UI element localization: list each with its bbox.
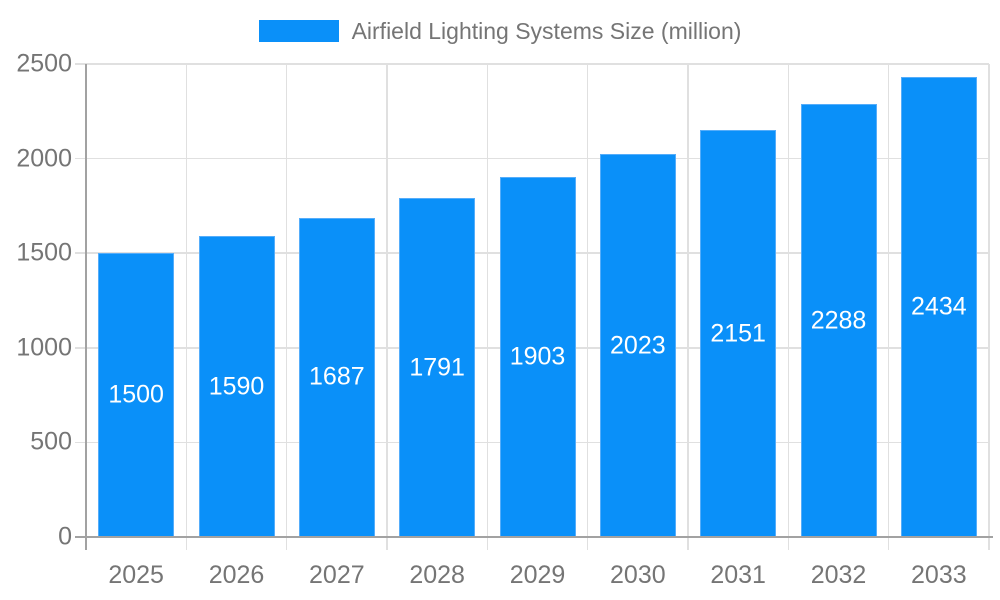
bar	[298, 217, 375, 537]
x-tick-label: 2032	[810, 561, 867, 589]
y-tick-label: 2500	[16, 49, 72, 78]
x-tick-label: 2028	[409, 561, 465, 589]
bar	[198, 236, 275, 537]
legend: Airfield Lighting Systems Size (million)	[0, 16, 1000, 46]
bar-value-label: 1791	[409, 353, 465, 382]
bar	[599, 154, 676, 537]
bar	[499, 176, 576, 537]
bar	[399, 198, 476, 537]
v-gridline	[887, 64, 890, 550]
x-axis-line	[75, 536, 993, 538]
v-gridline	[185, 64, 188, 550]
bar-value-label: 2288	[810, 306, 867, 335]
y-tick-label: 1500	[16, 238, 72, 267]
v-gridline	[285, 64, 288, 550]
bar	[900, 76, 977, 537]
bar-value-label: 1903	[509, 342, 566, 371]
y-tick-label: 500	[30, 427, 72, 456]
x-tick-label: 2025	[108, 561, 164, 589]
x-tick-label: 2033	[911, 561, 967, 589]
bar-value-label: 1687	[309, 362, 365, 391]
bar-value-label: 1500	[108, 380, 164, 409]
v-gridline	[386, 64, 388, 550]
v-gridline	[586, 64, 589, 550]
y-tick-label: 1000	[16, 333, 72, 362]
bar-value-label: 2434	[911, 292, 967, 321]
x-tick-label: 2027	[309, 561, 365, 589]
plot-area: 0 500 1000 1500 2000 2500 1500 2025 1590 2026 1687…	[16, 50, 993, 589]
v-gridline	[988, 64, 990, 550]
h-gridline	[75, 63, 989, 65]
y-axis-line	[85, 64, 87, 550]
v-gridline	[687, 64, 689, 550]
y-tick-label: 2000	[16, 144, 72, 173]
x-tick-label: 2026	[208, 561, 265, 589]
x-tick-label: 2029	[509, 561, 566, 589]
bar	[800, 104, 877, 537]
legend-label: Airfield Lighting Systems Size (million)	[351, 17, 742, 44]
bar	[98, 253, 175, 537]
v-gridline	[787, 64, 790, 550]
bar-value-label: 2151	[710, 319, 766, 347]
bar	[700, 130, 777, 537]
bar-value-label: 1590	[208, 372, 265, 401]
h-gridline	[75, 157, 989, 160]
v-gridline	[486, 64, 489, 550]
x-tick-label: 2031	[710, 561, 766, 589]
y-tick-label: 0	[58, 522, 72, 551]
legend-swatch	[258, 20, 339, 42]
x-tick-label: 2030	[610, 561, 666, 589]
bar-value-label: 2023	[610, 331, 666, 360]
